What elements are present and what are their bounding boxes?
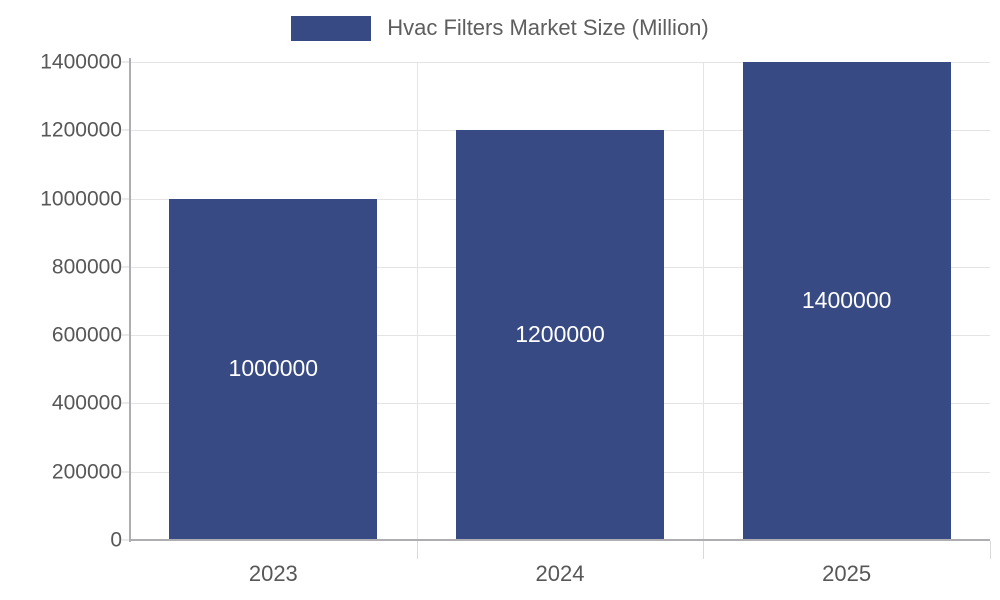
legend-item-label: Hvac Filters Market Size (Million) <box>387 15 709 40</box>
y-axis-tick-mark <box>122 471 130 473</box>
gridline-vertical <box>703 62 705 540</box>
gridline-horizontal <box>130 62 990 63</box>
x-axis-tick-mark <box>416 541 418 559</box>
bar-value-label: 1000000 <box>228 355 319 382</box>
x-axis-tick-label: 2023 <box>248 561 298 586</box>
y-axis-tick-mark <box>122 61 130 63</box>
y-axis-tick-mark <box>122 198 130 200</box>
legend-color-swatch <box>291 15 372 41</box>
plot-area: 1000000 1200000 1400000 <box>130 62 990 541</box>
y-axis-tick-mark <box>122 539 130 541</box>
y-axis-tick-mark <box>122 266 130 268</box>
bar-2025[interactable]: 1400000 <box>742 62 951 540</box>
y-axis-tick-label: 1000000 <box>40 187 122 211</box>
bar-value-label: 1400000 <box>801 287 892 313</box>
y-axis-tick-label: 1400000 <box>40 50 122 74</box>
gridline-vertical <box>416 62 418 540</box>
y-axis-tick-label: 800000 <box>51 255 122 279</box>
bar-2023[interactable]: 1000000 <box>169 198 378 540</box>
y-axis-tick-label: 0 <box>110 528 122 552</box>
bar-value-label: 1200000 <box>515 321 605 348</box>
chart-legend: Hvac Filters Market Size (Million) <box>0 0 1000 56</box>
y-axis-tick-mark <box>122 129 130 131</box>
y-axis-tick-label: 400000 <box>51 391 122 415</box>
y-axis-tick-label: 200000 <box>51 460 122 484</box>
x-axis-tick-label: 2025 <box>822 561 872 586</box>
y-axis-tick-label: 600000 <box>51 323 122 347</box>
y-axis-tick-mark <box>122 402 130 404</box>
x-axis-tick-label: 2024 <box>535 561 585 586</box>
y-axis-tick-label: 1200000 <box>40 118 122 142</box>
bar-2024[interactable]: 1200000 <box>456 130 664 540</box>
x-axis-line <box>129 539 990 541</box>
y-axis-ticks: 0 200000 400000 600000 800000 1000000 1200000 1… <box>0 52 130 551</box>
y-axis-line <box>129 58 131 542</box>
x-axis-ticks: 2023 2024 2025 <box>130 541 991 600</box>
legend-item[interactable]: Hvac Filters Market Size (Million) <box>291 15 709 41</box>
x-axis-tick-mark <box>703 541 705 559</box>
x-axis-tick-mark <box>990 541 991 559</box>
y-axis-tick-mark <box>122 334 130 336</box>
